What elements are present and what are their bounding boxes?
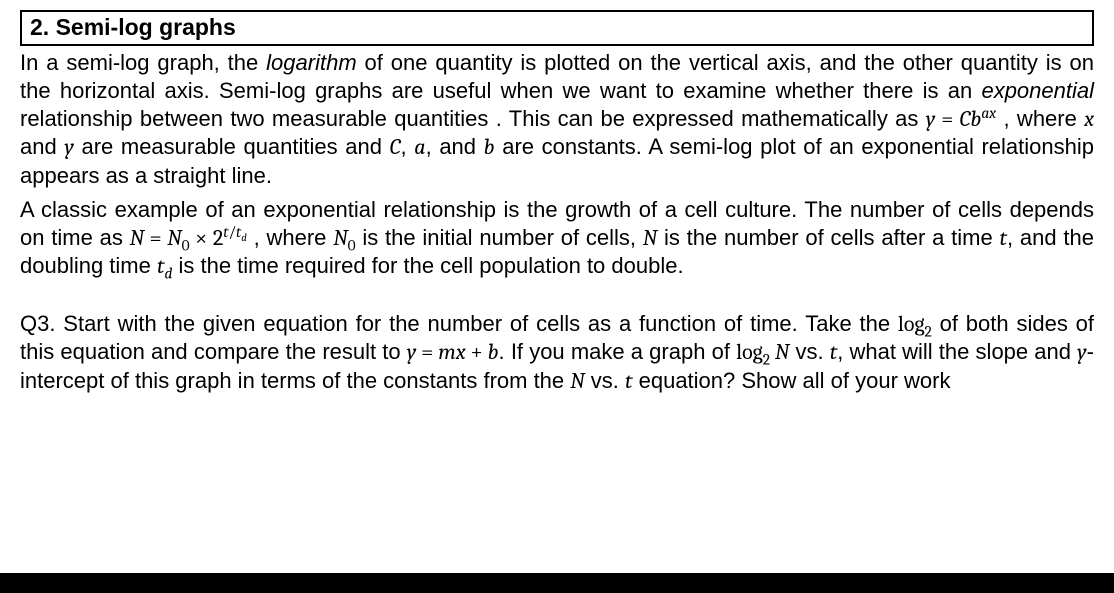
text: equation? Show all of your work [633,368,951,393]
math-N: N [333,225,347,251]
math-b: b [484,134,495,160]
section-number: 2. [30,14,49,40]
paragraph-2: A classic example of an exponential rela… [20,196,1094,280]
math-N: N [643,225,657,251]
text: is the time required for the cell popula… [172,253,683,278]
math-2: 2 [213,225,223,251]
math-b: b [488,339,499,365]
math-exponent: t/td [223,224,247,241]
text: and [20,134,64,159]
math-eq: = [144,225,167,251]
text: relationship between two measurable quan… [20,106,926,131]
math-log: log [898,311,925,337]
text: vs. [585,368,625,393]
text: are measurable quantities and [74,134,390,159]
math-b: b [970,106,981,132]
math-N: N [130,225,144,251]
math-N: N [167,225,181,251]
math-y: y [407,339,416,365]
math-y: y [64,134,73,160]
math-eq: = [935,106,959,132]
math-C: C [960,106,971,132]
paragraph-1: In a semi-log graph, the logarithm of on… [20,49,1094,190]
math-sub-2: 2 [763,351,770,369]
footer-bar [0,573,1114,593]
math-times: × [190,225,213,251]
text: is the initial number of cells, [356,225,643,250]
math-m: m [438,339,456,365]
text: In a semi-log graph, the [20,50,266,75]
math-t: t [625,368,632,394]
section-title: Semi-log graphs [56,14,236,40]
section-heading-box: 2. Semi-log graphs [20,10,1094,46]
math-t: t [1000,225,1007,251]
math-C: C [390,134,401,160]
question-3: Q3. Start with the given equation for th… [20,310,1094,394]
text: , where [247,225,333,250]
math-x: x [456,339,466,365]
math-y-intercept-y: y [1077,339,1086,365]
emphasis-logarithm: logarithm [266,50,356,75]
text: , what will the slope and [837,339,1077,364]
math-log: log [736,339,763,365]
math-N: N [570,368,584,394]
math-exponent: ax [981,105,996,122]
math-sub-0: 0 [182,236,190,254]
math-eq: = [416,339,438,365]
math-y: y [926,106,935,132]
math-slash: / [228,223,236,241]
text: . If you make a graph of [499,339,737,364]
math-sub-2: 2 [925,323,932,341]
section-heading: 2. Semi-log graphs [30,14,236,40]
text: vs. [789,339,829,364]
text: , where [996,106,1084,131]
text: is the number of cells after a time [657,225,999,250]
math-x: x [1084,106,1094,132]
math-sub-0: 0 [348,236,356,254]
emphasis-exponential: exponential [981,78,1094,103]
math-plus: + [466,339,488,365]
math-N: N [775,339,789,365]
math-a: a [414,134,425,160]
document-page: 2. Semi-log graphs In a semi-log graph, … [0,0,1114,593]
text: , [400,134,414,159]
text: , and [426,134,484,159]
text: Q3. Start with the given equation for th… [20,311,898,336]
